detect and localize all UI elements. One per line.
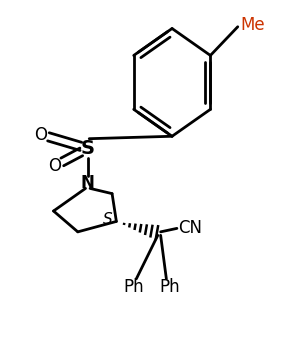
Text: O: O	[49, 157, 61, 175]
Text: O: O	[34, 126, 47, 143]
Text: S: S	[103, 212, 113, 227]
Text: Ph: Ph	[123, 279, 144, 296]
Text: N: N	[81, 174, 95, 192]
Text: Ph: Ph	[159, 279, 179, 296]
Text: CN: CN	[178, 220, 202, 237]
Text: Me: Me	[241, 16, 265, 34]
Text: S: S	[81, 139, 95, 158]
